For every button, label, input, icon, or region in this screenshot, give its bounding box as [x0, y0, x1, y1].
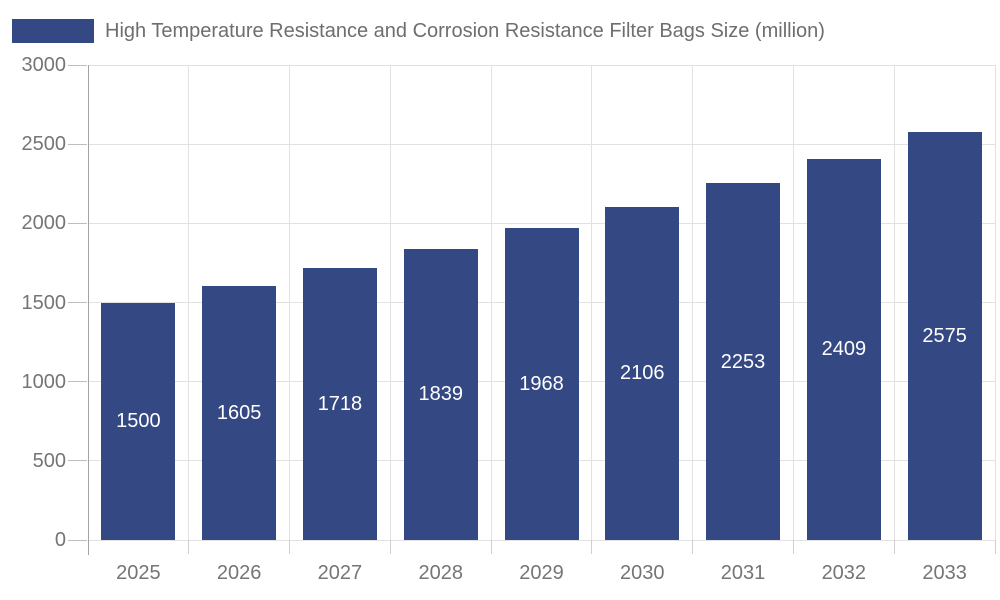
- x-gridline: [188, 65, 190, 540]
- y-axis-tick: [68, 381, 87, 383]
- bar-2026[interactable]: [202, 285, 277, 540]
- x-axis-tick-label: 2027: [317, 562, 363, 584]
- y-axis-tick: [68, 222, 87, 224]
- y-axis-tick-label: 2500: [21, 133, 67, 156]
- bar-value-label: 1718: [317, 392, 363, 415]
- bar-2029[interactable]: [504, 228, 579, 540]
- x-gridline: [289, 65, 291, 540]
- bar-value-label: 2106: [620, 362, 665, 385]
- y-axis-tick-label: 2000: [21, 212, 67, 235]
- y-gridline: [88, 143, 995, 145]
- y-axis-tick-label: 3000: [21, 54, 67, 76]
- x-gridline: [591, 65, 593, 540]
- bar-value-label: 1839: [418, 383, 463, 406]
- x-axis-tick-label: 2031: [720, 562, 766, 584]
- chart-title: High Temperature Resistance and Corrosio…: [105, 19, 825, 42]
- y-axis-tick: [68, 64, 87, 66]
- x-axis-tick-label: 2029: [519, 562, 564, 584]
- y-axis-tick-label: 500: [32, 449, 66, 472]
- x-axis-tick: [994, 540, 996, 554]
- bar-2033[interactable]: [907, 132, 982, 540]
- x-axis-tick: [188, 540, 190, 554]
- y-gridline: [88, 64, 995, 66]
- bar-value-label: 2409: [821, 338, 867, 361]
- x-axis-tick: [389, 540, 391, 554]
- x-axis-tick-label: 2028: [418, 562, 463, 584]
- bar-2025[interactable]: [101, 302, 176, 540]
- x-axis-tick: [490, 540, 492, 554]
- bar-2027[interactable]: [302, 267, 377, 540]
- y-gridline: [88, 222, 995, 224]
- x-axis-tick: [792, 540, 794, 554]
- y-axis-tick: [68, 302, 87, 303]
- bar-value-label: 2253: [720, 350, 766, 373]
- bar-2028[interactable]: [403, 248, 478, 540]
- x-gridline: [893, 65, 895, 540]
- bar-value-label: 2575: [922, 325, 967, 348]
- y-axis-line: [87, 65, 89, 555]
- y-axis-tick-label: 1500: [21, 291, 67, 314]
- y-axis-tick-label: 0: [54, 529, 66, 551]
- y-axis-tick: [68, 143, 87, 145]
- x-axis-tick: [591, 540, 593, 554]
- x-axis-tick-label: 2033: [922, 562, 967, 584]
- legend[interactable]: High Temperature Resistance and Corrosio…: [12, 19, 825, 43]
- bar-2030[interactable]: [605, 206, 680, 540]
- legend-swatch: [12, 19, 94, 43]
- x-gridline: [490, 65, 492, 540]
- x-axis-tick: [692, 540, 694, 554]
- x-gridline: [389, 65, 391, 540]
- bar-value-label: 1968: [519, 373, 564, 396]
- y-axis-tick-label: 1000: [21, 370, 67, 393]
- y-gridline: [88, 539, 995, 541]
- bar-2032[interactable]: [806, 158, 881, 540]
- x-axis-tick-label: 2026: [216, 562, 262, 584]
- x-axis-tick: [289, 540, 291, 554]
- x-axis-tick-label: 2030: [620, 562, 665, 584]
- x-axis-tick: [893, 540, 895, 554]
- x-axis-tick-label: 2032: [821, 562, 867, 584]
- x-gridline: [994, 65, 996, 540]
- x-gridline: [792, 65, 794, 540]
- x-gridline: [692, 65, 694, 540]
- bar-2031[interactable]: [706, 183, 781, 540]
- x-axis-tick-label: 2025: [116, 562, 161, 584]
- bar-value-label: 1500: [116, 410, 161, 433]
- bar-value-label: 1605: [216, 401, 262, 424]
- y-axis-tick: [68, 539, 87, 541]
- y-axis-tick: [68, 460, 87, 462]
